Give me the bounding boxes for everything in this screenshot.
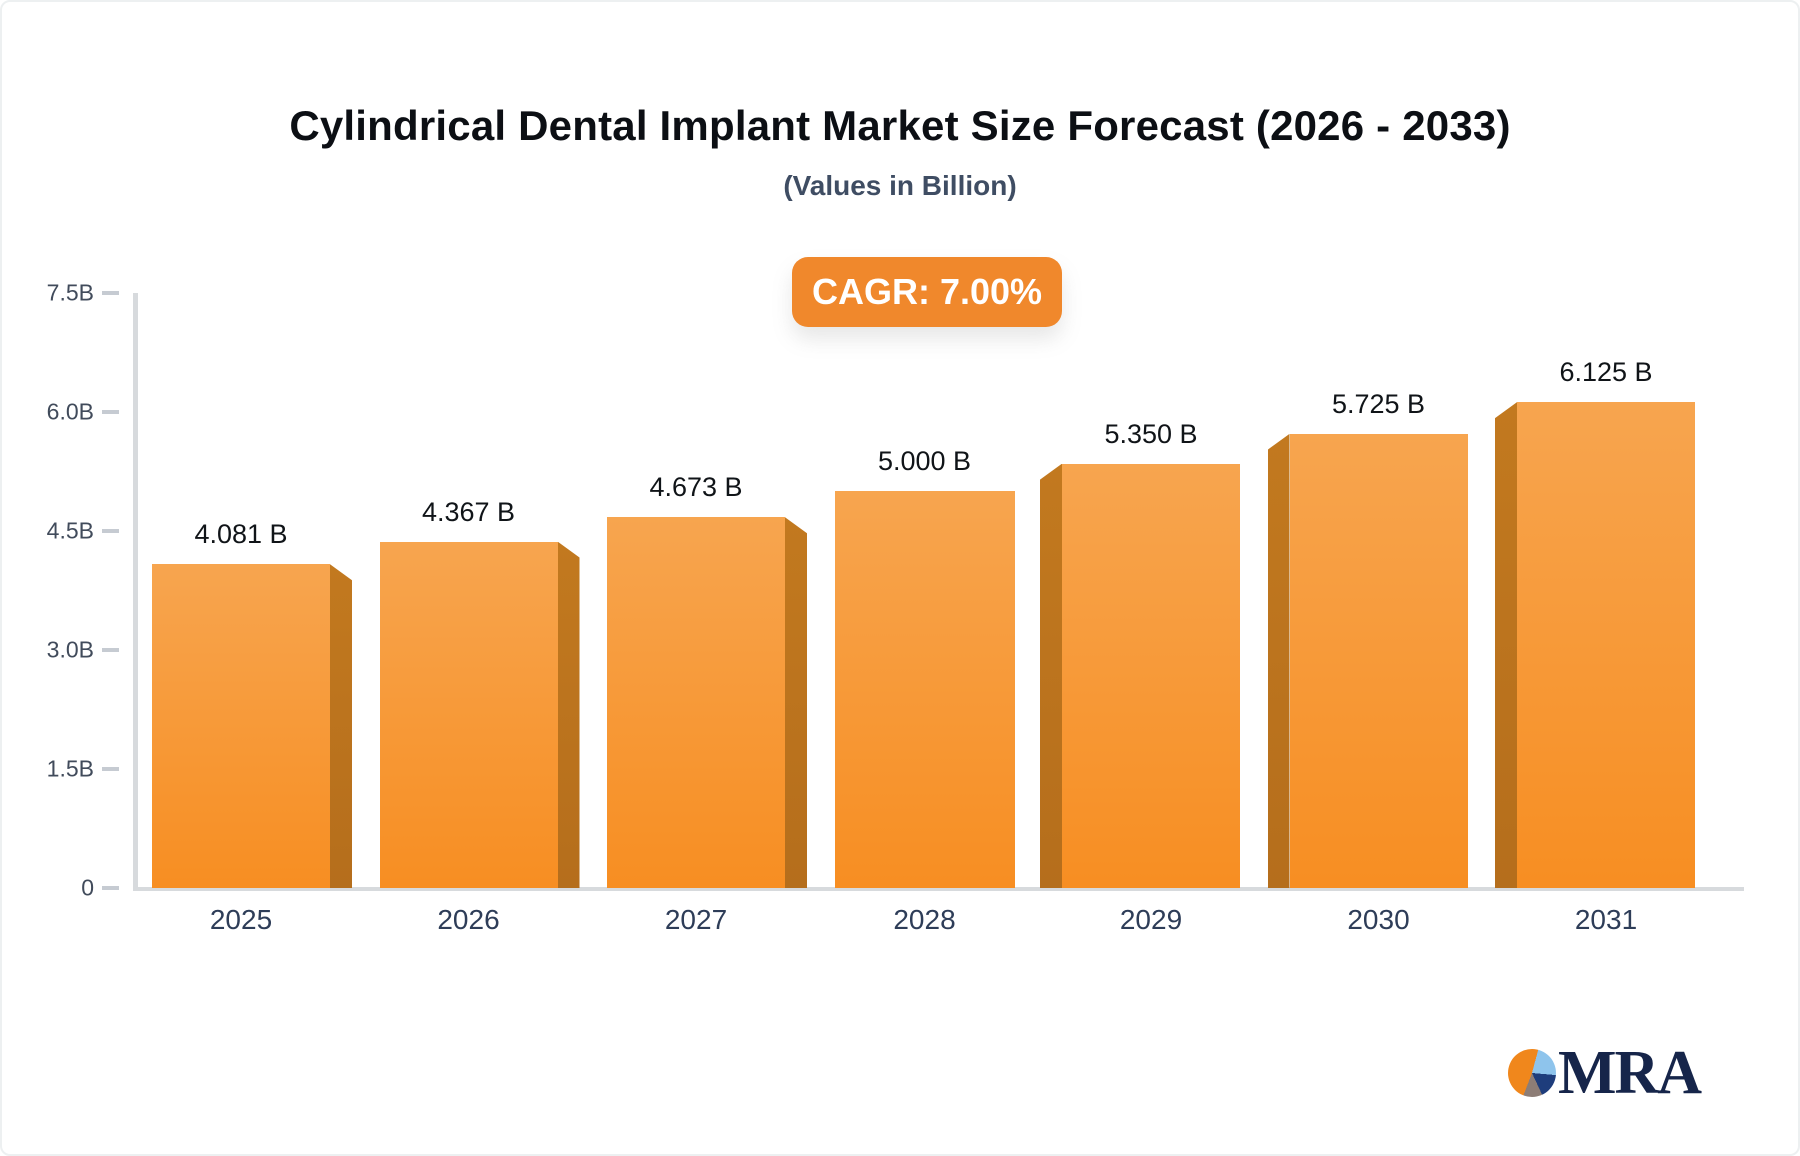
y-axis-tick-label: 7.5B — [46, 279, 94, 306]
x-axis-label: 2030 — [1347, 904, 1410, 935]
bar — [607, 517, 785, 888]
y-axis-tick-label: 0 — [81, 874, 94, 901]
y-axis-tick-label: 4.5B — [46, 517, 94, 544]
mra-logo: MRA — [1508, 1039, 1702, 1107]
y-axis-tick-label: 3.0B — [46, 636, 94, 663]
bar-value-label: 5.000 B — [877, 446, 972, 477]
x-axis-line — [133, 887, 1744, 891]
y-axis-tick-mark — [102, 886, 119, 890]
bar-value-label: 5.350 B — [1104, 418, 1198, 449]
x-axis-label: 2026 — [437, 904, 500, 935]
chart-title: Cylindrical Dental Implant Market Size F… — [289, 102, 1511, 149]
bar-value-label: 4.367 B — [421, 496, 516, 527]
bar — [1062, 463, 1240, 888]
bar-side-face — [1267, 433, 1290, 888]
x-axis-label: 2029 — [1119, 904, 1183, 935]
bar-side-face — [557, 541, 580, 888]
y-axis-tick-label: 1.5B — [46, 755, 94, 782]
y-axis-tick-mark — [102, 529, 119, 533]
bar-side-face — [330, 564, 352, 888]
x-axis-label: 2031 — [1574, 904, 1638, 935]
bar — [834, 491, 1015, 888]
y-axis-tick-mark — [102, 648, 119, 652]
bar-side-face — [1040, 463, 1062, 888]
y-axis-line — [133, 293, 138, 890]
chart-subtitle: (Values in Billion) — [783, 170, 1017, 201]
pie-chart-icon — [1508, 1049, 1556, 1097]
bar-value-label: 4.081 B — [194, 519, 288, 550]
bar — [1289, 433, 1468, 888]
bar-value-label: 4.673 B — [649, 472, 743, 503]
logo-text: MRA — [1558, 1039, 1702, 1107]
x-axis-label: 2028 — [893, 904, 956, 935]
bar-value-label: 5.725 B — [1331, 388, 1426, 419]
bar-side-face — [785, 517, 807, 888]
y-axis-tick-label: 6.0B — [46, 398, 94, 425]
y-axis-tick-mark — [102, 410, 119, 414]
bar — [1517, 402, 1695, 888]
x-axis-label: 2027 — [664, 904, 728, 935]
bar — [152, 564, 330, 888]
bar-value-label: 6.125 B — [1559, 357, 1653, 388]
bar — [379, 541, 558, 888]
x-axis-label: 2025 — [209, 904, 273, 935]
bar-side-face — [1495, 402, 1517, 888]
y-axis-tick-mark — [102, 291, 119, 295]
y-axis-tick-mark — [102, 767, 119, 771]
cagr-badge: CAGR: 7.00% — [792, 257, 1062, 327]
